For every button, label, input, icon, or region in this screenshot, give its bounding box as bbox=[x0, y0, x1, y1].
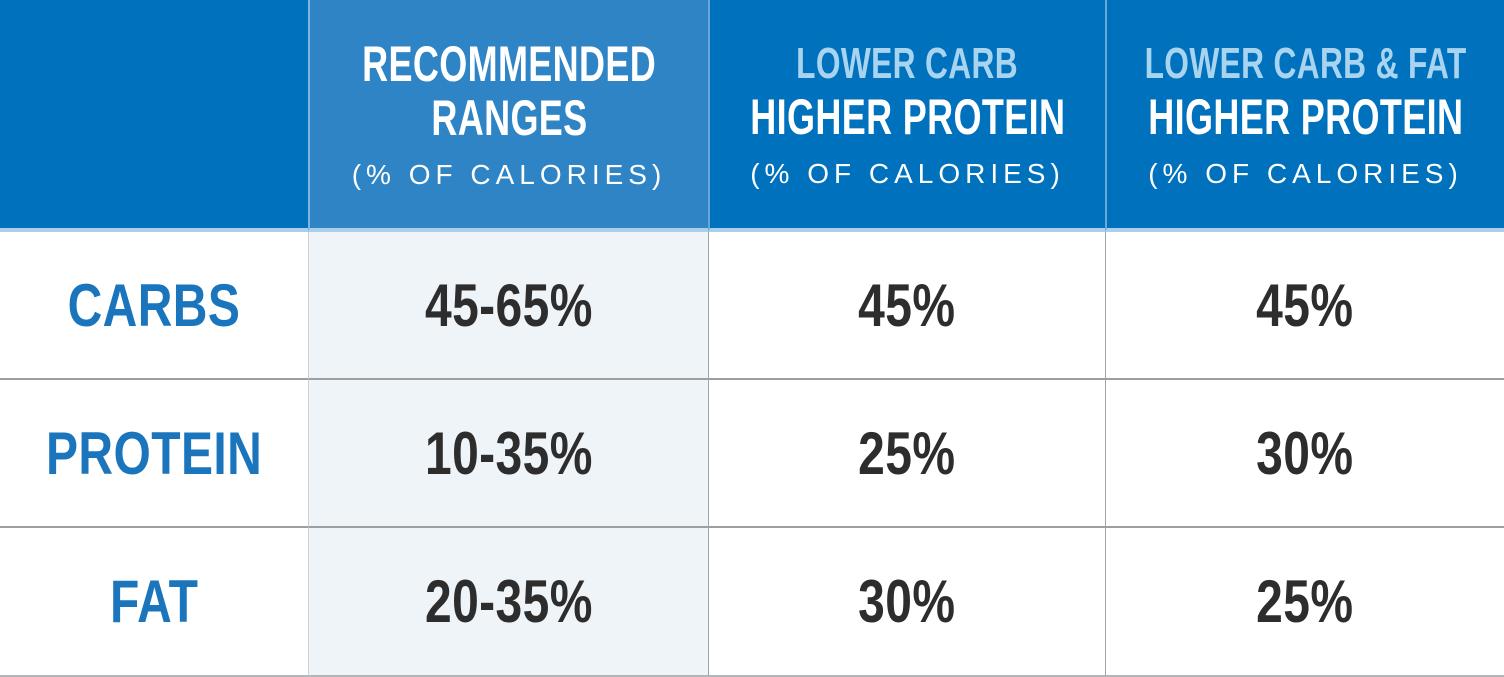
row-carbs-lower-carb-cell: 45% bbox=[708, 232, 1105, 380]
lower-carb-accent-text: LOWER CARB bbox=[796, 39, 1019, 88]
row-fat-recommended-value: 20-35% bbox=[424, 568, 593, 635]
row-fat-lower-carb-value: 30% bbox=[858, 568, 956, 635]
header-cell-lower-carb: LOWER CARB HIGHER PROTEIN (% OF CALORIES… bbox=[708, 0, 1105, 232]
row-carbs-lower-carb-value: 45% bbox=[858, 271, 956, 339]
lower-carb-fat-subtitle: (% OF CALORIES) bbox=[1148, 158, 1463, 189]
row-protein-lower-carb-fat-value: 30% bbox=[1256, 419, 1354, 487]
row-fat-lower-carb-fat-value: 25% bbox=[1256, 568, 1354, 635]
header-cell-empty bbox=[0, 0, 308, 232]
lower-carb-title-text: HIGHER PROTEIN bbox=[749, 89, 1066, 145]
row-fat-recommended-cell: 20-35% bbox=[308, 528, 708, 677]
recommended-title-line1-text: RECOMMENDED bbox=[362, 36, 656, 92]
row-protein-lower-carb-value: 25% bbox=[858, 419, 956, 487]
row-carbs-recommended-cell: 45-65% bbox=[308, 232, 708, 380]
row-carbs-label-cell: CARBS bbox=[0, 232, 308, 380]
lower-carb-accent-line: LOWER CARB bbox=[753, 38, 1061, 90]
recommended-title-line2: RANGES bbox=[401, 91, 618, 145]
row-carbs-recommended-value: 45-65% bbox=[424, 271, 593, 339]
row-protein-recommended-cell: 10-35% bbox=[308, 380, 708, 528]
row-protein-lower-carb-fat-cell: 30% bbox=[1105, 380, 1504, 528]
row-fat-lower-carb-fat-cell: 25% bbox=[1105, 528, 1504, 677]
row-protein-recommended-value: 10-35% bbox=[424, 419, 593, 487]
row-carbs-lower-carb-fat-cell: 45% bbox=[1105, 232, 1504, 380]
row-protein-label-cell: PROTEIN bbox=[0, 380, 308, 528]
row-protein-lower-carb-cell: 25% bbox=[708, 380, 1105, 528]
header-cell-lower-carb-fat: LOWER CARB & FAT HIGHER PROTEIN (% OF CA… bbox=[1105, 0, 1504, 232]
row-protein-label: PROTEIN bbox=[45, 419, 263, 487]
row-carbs-label: CARBS bbox=[67, 271, 241, 339]
recommended-title-line2-text: RANGES bbox=[430, 90, 588, 146]
row-fat-label-cell: FAT bbox=[0, 528, 308, 677]
recommended-subtitle: (% OF CALORIES) bbox=[351, 159, 667, 190]
lower-carb-title-line: HIGHER PROTEIN bbox=[689, 90, 1127, 144]
lower-carb-fat-title-line: HIGHER PROTEIN bbox=[1087, 90, 1504, 144]
header-cell-recommended-ranges: RECOMMENDED RANGES (% OF CALORIES) bbox=[308, 0, 708, 232]
row-fat-label: FAT bbox=[109, 568, 199, 635]
row-fat-lower-carb-cell: 30% bbox=[708, 528, 1105, 677]
lower-carb-fat-accent-text: LOWER CARB & FAT bbox=[1144, 39, 1467, 88]
row-carbs-lower-carb-fat-value: 45% bbox=[1256, 271, 1354, 339]
lower-carb-fat-title-text: HIGHER PROTEIN bbox=[1147, 89, 1464, 145]
lower-carb-fat-accent-line: LOWER CARB & FAT bbox=[1082, 38, 1504, 90]
recommended-title-line1: RECOMMENDED bbox=[305, 37, 713, 91]
lower-carb-subtitle: (% OF CALORIES) bbox=[750, 158, 1065, 189]
